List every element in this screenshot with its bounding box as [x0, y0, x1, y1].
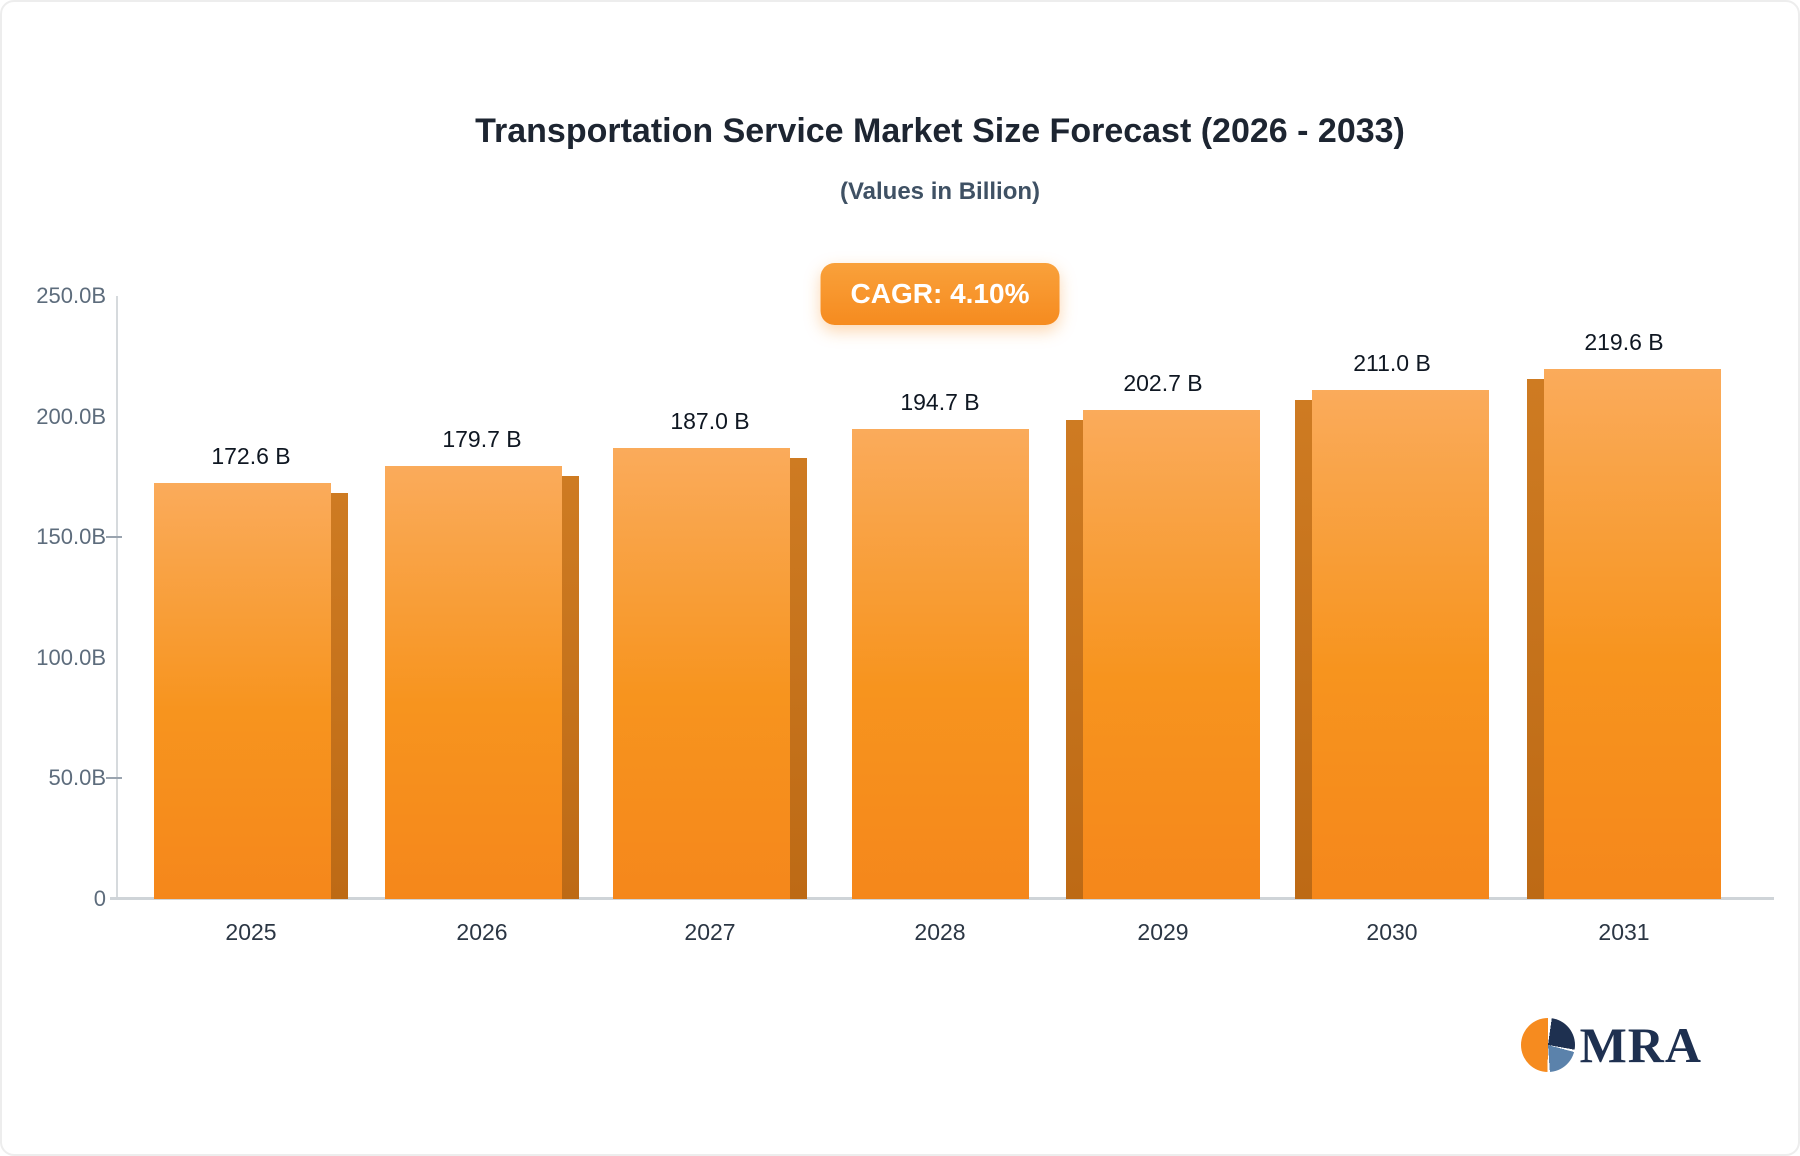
bar-2030: 211.0 B	[1295, 350, 1489, 899]
bar-front-face	[1312, 390, 1489, 899]
chart-title: Transportation Service Market Size Forec…	[475, 112, 1405, 150]
bar-3d-side-face	[562, 476, 579, 899]
bar-2027: 187.0 B	[613, 408, 807, 899]
bar-value-label: 187.0 B	[670, 408, 750, 434]
y-axis-tick-label: 200.0B	[36, 403, 106, 429]
x-axis-label: 2025	[225, 919, 277, 945]
bar-value-label: 211.0 B	[1353, 350, 1431, 376]
bar-2028: 194.7 B	[843, 389, 1037, 899]
bar-value-label: 179.7 B	[442, 426, 522, 452]
y-axis-tick-label: 50.0B	[48, 765, 107, 791]
bar-2026: 179.7 B	[385, 426, 579, 899]
y-axis-tick-label: 0	[93, 886, 106, 911]
bar-2031: 219.6 B	[1527, 329, 1721, 899]
bar-front-face	[1544, 369, 1721, 899]
bar-value-label: 172.6 B	[211, 443, 291, 469]
x-axis-label: 2030	[1366, 919, 1418, 945]
y-axis-line	[116, 296, 118, 899]
bar-2025: 172.6 B	[154, 443, 348, 899]
bar-front-face	[1083, 410, 1260, 899]
bar-2029: 202.7 B	[1066, 370, 1260, 899]
y-axis-tick-label: 100.0B	[36, 644, 106, 670]
bar-value-label: 202.7 B	[1123, 370, 1203, 396]
cagr-badge: CAGR: 4.10%	[820, 263, 1060, 325]
y-axis-tick-mark	[106, 777, 122, 780]
bar-3d-side-face	[1295, 400, 1312, 899]
bar-3d-side-face	[1066, 420, 1083, 899]
x-axis-label: 2031	[1598, 919, 1650, 945]
bar-value-label: 194.7 B	[900, 389, 980, 415]
y-axis-tick-mark	[106, 536, 122, 539]
bar-value-label: 219.6 B	[1584, 329, 1664, 355]
bar-3d-side-face	[331, 493, 348, 899]
x-axis-label: 2028	[914, 919, 966, 945]
bar-front-face	[154, 483, 331, 899]
x-axis-label: 2026	[456, 919, 508, 945]
logo-pie-icon	[1520, 1018, 1575, 1072]
bar-front-face	[851, 429, 1029, 899]
y-axis-tick-label: 250.0B	[36, 283, 106, 308]
chart-subtitle: (Values in Billion)	[839, 178, 1041, 205]
brand-logo: MRA	[1520, 1017, 1702, 1073]
y-axis-tick-label: 150.0B	[36, 524, 106, 550]
bar-3d-side-face	[1527, 379, 1544, 899]
logo-text: MRA	[1579, 1017, 1702, 1073]
bar-3d-side-face	[790, 458, 807, 899]
x-axis-label: 2029	[1137, 919, 1189, 945]
x-axis-label: 2027	[684, 919, 736, 945]
bar-front-face	[385, 466, 562, 899]
bar-front-face	[613, 448, 790, 899]
